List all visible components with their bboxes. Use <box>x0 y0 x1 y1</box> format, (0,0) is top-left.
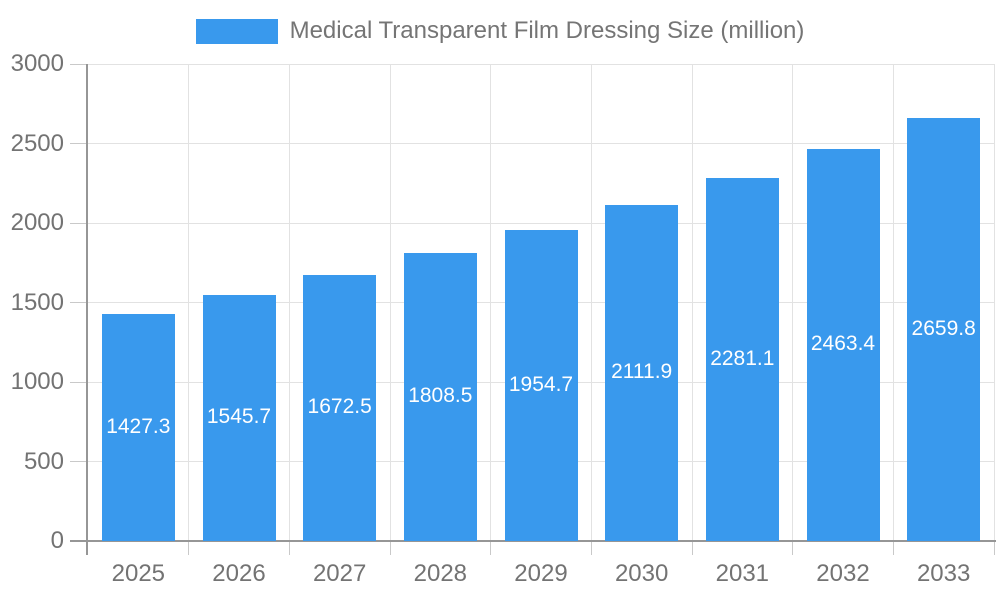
vertical-gridline <box>792 64 794 541</box>
x-tick-label-2028: 2028 <box>413 560 468 587</box>
vertical-gridline <box>590 64 592 541</box>
bar-2033[interactable] <box>907 118 981 541</box>
x-axis-tick <box>993 541 995 555</box>
x-axis-tick <box>188 541 190 555</box>
horizontal-gridline <box>88 63 994 65</box>
bar-2027[interactable] <box>303 275 377 541</box>
bar-2031[interactable] <box>705 178 779 541</box>
x-tick-label-2025: 2025 <box>111 560 166 587</box>
x-tick-label-2030: 2030 <box>614 560 669 587</box>
horizontal-gridline <box>88 222 994 224</box>
bar-2030[interactable] <box>605 205 679 541</box>
bar-2026[interactable] <box>202 295 276 541</box>
y-tick-label: 1000 <box>10 368 64 395</box>
x-tick-label-2032: 2032 <box>816 560 870 587</box>
x-axis-tick <box>792 541 794 555</box>
vertical-gridline <box>892 64 894 541</box>
x-axis-line <box>70 540 996 542</box>
x-axis-tick <box>490 541 492 555</box>
y-tick-label: 3000 <box>10 50 64 77</box>
x-axis-tick <box>590 541 592 555</box>
x-tick-label-2033: 2033 <box>916 560 971 587</box>
vertical-gridline <box>490 64 492 541</box>
vertical-gridline <box>389 64 391 541</box>
x-axis-tick <box>691 541 693 555</box>
vertical-gridline <box>188 64 190 541</box>
y-axis-tick <box>70 461 88 462</box>
bar-2032[interactable] <box>806 149 880 541</box>
legend-swatch-icon <box>195 18 278 44</box>
bar-2028[interactable] <box>403 253 477 541</box>
y-tick-label: 1500 <box>10 288 64 316</box>
x-tick-label-2029: 2029 <box>514 560 568 587</box>
x-tick-label-2026: 2026 <box>212 560 266 587</box>
vertical-gridline <box>993 64 995 541</box>
vertical-gridline <box>691 64 693 541</box>
x-axis-tick <box>892 541 894 555</box>
y-tick-label: 0 <box>50 527 64 554</box>
y-axis-tick <box>70 222 88 224</box>
bar-2029[interactable] <box>504 230 578 541</box>
bar-2025[interactable] <box>101 314 175 541</box>
horizontal-gridline <box>88 143 994 144</box>
x-axis-tick <box>389 541 391 555</box>
x-tick-label-2031: 2031 <box>715 560 770 587</box>
y-tick-label: 500 <box>23 447 64 475</box>
y-axis-line <box>86 64 88 555</box>
vertical-gridline <box>288 64 290 541</box>
y-axis-tick <box>70 302 88 303</box>
x-tick-label-2027: 2027 <box>312 560 367 587</box>
y-axis-tick <box>70 381 88 383</box>
y-axis-tick <box>70 63 88 65</box>
y-tick-label: 2000 <box>10 209 64 236</box>
x-axis-tick <box>288 541 290 555</box>
legend-item[interactable]: Medical Transparent Film Dressing Size (… <box>0 17 1000 45</box>
y-axis-tick <box>70 143 88 144</box>
y-tick-label: 2500 <box>10 129 64 157</box>
legend-label: Medical Transparent Film Dressing Size (… <box>289 17 805 44</box>
